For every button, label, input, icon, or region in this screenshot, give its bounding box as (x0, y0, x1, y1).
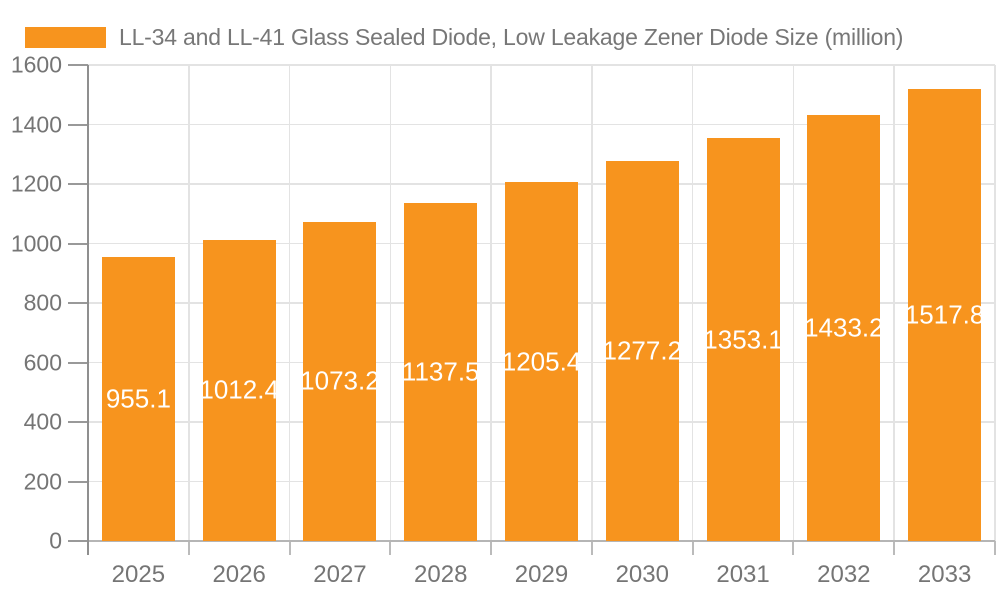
y-axis-tick (68, 540, 88, 542)
plot-area: 0 200 400 600 800 1000 1200 1400 1600 955.1 2025 10… (11, 52, 996, 588)
x-axis-tick (490, 541, 493, 555)
x-axis-tick-label: 2028 (414, 561, 468, 588)
x-axis-tick (893, 541, 896, 555)
gridline-horizontal (88, 64, 995, 66)
x-axis-tick (792, 541, 795, 555)
x-axis-tick-label: 2032 (817, 561, 871, 588)
bar-value-label: 1137.5 (401, 356, 480, 387)
y-axis-tick-label: 600 (23, 349, 62, 375)
gridline-vertical (691, 65, 694, 541)
bar-2033 (908, 89, 982, 541)
bar-value-label: 1205.4 (501, 346, 582, 377)
y-axis-tick (68, 421, 88, 423)
x-axis-tick-label: 2033 (917, 561, 972, 588)
bar-value-label: 1517.8 (904, 299, 985, 330)
gridline-vertical (288, 65, 291, 541)
x-axis-tick (187, 541, 190, 555)
chart-legend[interactable]: LL-34 and LL-41 Glass Sealed Diode, Low … (25, 24, 903, 51)
bar-value-label: 1353.1 (703, 324, 783, 355)
y-axis-tick (68, 242, 88, 245)
x-axis-line (88, 540, 995, 542)
bar-2029 (505, 182, 578, 541)
bar-2031 (706, 138, 780, 541)
bar-2026 (202, 239, 276, 541)
bar-value-label: 1012.4 (199, 374, 279, 405)
y-axis-tick-label: 800 (23, 289, 62, 316)
bar-2032 (807, 114, 881, 541)
x-axis-tick-label: 2030 (615, 561, 669, 588)
gridline-vertical (188, 65, 190, 541)
y-axis-tick (68, 123, 88, 126)
y-axis-tick-label: 1200 (10, 170, 62, 197)
x-axis-tick-label: 2029 (514, 561, 569, 588)
bar-value-label: 1073.2 (300, 365, 380, 396)
bar-value-label: 955.1 (105, 383, 171, 414)
gridline-vertical (792, 65, 795, 541)
bar-2027 (303, 221, 377, 541)
bar-2030 (605, 161, 679, 541)
gridline-vertical (591, 65, 593, 541)
y-axis-tick-label: 0 (49, 527, 62, 554)
y-axis-tick-label: 200 (23, 468, 62, 494)
y-axis-tick-label: 1600 (10, 51, 62, 78)
y-axis-tick-label: 1400 (10, 111, 62, 137)
x-axis-tick-label: 2031 (716, 561, 770, 588)
y-axis-tick (68, 302, 88, 304)
x-axis-tick-label: 2026 (212, 561, 266, 588)
bar-2025 (101, 256, 175, 541)
x-axis-tick (590, 541, 593, 555)
x-axis-tick-label: 2025 (111, 561, 166, 588)
bar-value-label: 1433.2 (804, 312, 884, 343)
y-axis-tick-label: 1000 (10, 230, 62, 256)
x-axis-tick (288, 541, 291, 555)
legend-label: LL-34 and LL-41 Glass Sealed Diode, Low … (119, 24, 904, 50)
y-axis-tick (68, 480, 88, 483)
x-axis-tick (994, 541, 996, 555)
gridline-vertical (490, 65, 492, 541)
y-axis-tick (68, 361, 88, 364)
y-axis-tick (68, 183, 88, 185)
y-axis-line (87, 65, 89, 555)
y-axis-tick (68, 64, 88, 66)
gridline-vertical (389, 65, 392, 541)
gridline-vertical (994, 65, 996, 541)
bar-2028 (404, 202, 478, 541)
x-axis-tick (389, 541, 392, 555)
x-axis-tick-label: 2027 (313, 561, 367, 588)
gridline-horizontal (88, 123, 995, 126)
bar-value-label: 1277.2 (602, 335, 683, 366)
y-axis-tick-label: 400 (23, 408, 62, 435)
legend-swatch-icon (25, 27, 106, 48)
x-axis-tick (691, 541, 694, 555)
gridline-vertical (893, 65, 895, 541)
